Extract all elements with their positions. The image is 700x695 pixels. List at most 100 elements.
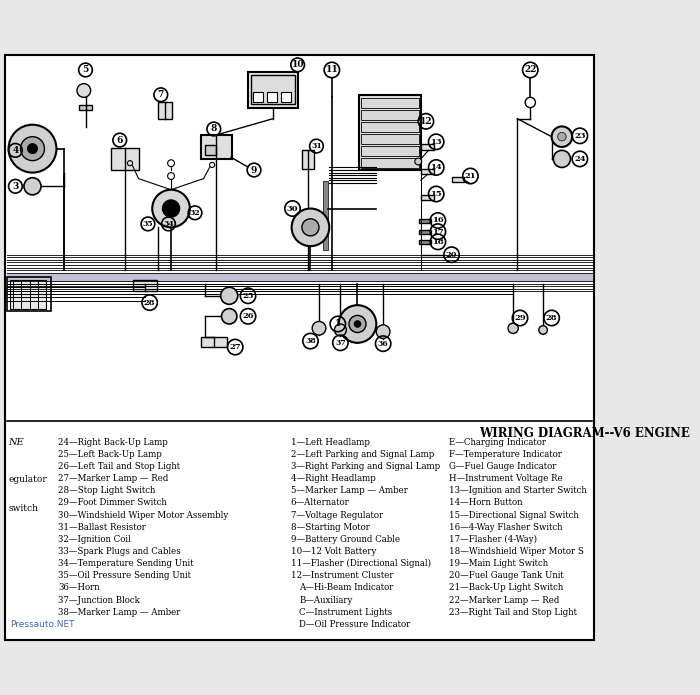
Bar	[201, 135, 232, 159]
Text: 21: 21	[465, 172, 476, 180]
Circle shape	[24, 178, 41, 195]
Text: 28—Stop Light Switch: 28—Stop Light Switch	[58, 486, 155, 496]
Text: 25—Left Back-Up Lamp: 25—Left Back-Up Lamp	[58, 450, 162, 459]
Text: 38: 38	[305, 337, 316, 345]
Text: 5—Marker Lamp — Amber: 5—Marker Lamp — Amber	[290, 486, 407, 496]
Circle shape	[335, 324, 346, 336]
Text: 20: 20	[446, 251, 457, 259]
Circle shape	[558, 133, 566, 141]
Circle shape	[162, 200, 180, 217]
Text: 13: 13	[430, 138, 442, 146]
Bar	[361, 98, 419, 108]
Text: 13—Ignition and Starter Switch: 13—Ignition and Starter Switch	[449, 486, 587, 496]
Text: 28: 28	[546, 314, 557, 322]
Text: 26—Left Tail and Stop Light: 26—Left Tail and Stop Light	[58, 462, 181, 471]
Text: 7: 7	[158, 90, 164, 99]
Bar	[111, 148, 139, 170]
Text: C—Instrument Lights: C—Instrument Lights	[300, 607, 393, 616]
Text: 3: 3	[12, 182, 19, 191]
Text: G—Fuel Gauge Indicator: G—Fuel Gauge Indicator	[449, 462, 556, 471]
Text: 10: 10	[291, 60, 304, 70]
Text: 3—Right Parking and Signal Lamp: 3—Right Parking and Signal Lamp	[290, 462, 440, 471]
Bar	[421, 169, 435, 174]
Bar	[7, 277, 51, 311]
Circle shape	[312, 321, 326, 335]
Text: 10—12 Volt Battery: 10—12 Volt Battery	[290, 547, 376, 556]
Bar	[201, 337, 227, 347]
Text: 17: 17	[432, 228, 444, 236]
Bar	[205, 145, 216, 156]
Circle shape	[377, 325, 390, 338]
Bar	[253, 92, 263, 102]
Text: 18: 18	[432, 238, 444, 246]
Bar	[361, 146, 419, 156]
Bar	[251, 75, 295, 104]
Bar	[359, 95, 421, 170]
Text: 21—Back-Up Light Switch: 21—Back-Up Light Switch	[449, 584, 564, 592]
Text: B—Auxiliary: B—Auxiliary	[300, 596, 353, 605]
Text: 16—4-Way Flasher Switch: 16—4-Way Flasher Switch	[449, 523, 563, 532]
Text: H—Instrument Voltage Re: H—Instrument Voltage Re	[449, 474, 563, 483]
Text: 25: 25	[242, 292, 254, 300]
Text: 8: 8	[211, 124, 217, 133]
Bar	[302, 150, 314, 169]
Text: 37: 37	[335, 338, 346, 347]
Text: 31—Ballast Resistor: 31—Ballast Resistor	[58, 523, 146, 532]
Text: 14: 14	[430, 163, 442, 172]
Text: 9—Battery Ground Cable: 9—Battery Ground Cable	[290, 535, 400, 544]
Text: 15—Directional Signal Switch: 15—Directional Signal Switch	[449, 511, 579, 520]
Text: NE: NE	[8, 438, 24, 447]
Text: F—Temperature Indicator: F—Temperature Indicator	[449, 450, 562, 459]
Text: 4—Right Headlamp: 4—Right Headlamp	[290, 474, 375, 483]
Text: 2—Left Parking and Signal Lamp: 2—Left Parking and Signal Lamp	[290, 450, 434, 459]
Text: 35—Oil Pressure Sending Unit: 35—Oil Pressure Sending Unit	[58, 571, 191, 580]
Circle shape	[302, 219, 319, 236]
Text: 7—Voltage Regulator: 7—Voltage Regulator	[290, 511, 383, 520]
Bar	[267, 92, 277, 102]
Circle shape	[539, 326, 547, 334]
Text: 27: 27	[230, 343, 241, 351]
Text: 33—Spark Plugs and Cables: 33—Spark Plugs and Cables	[58, 547, 181, 556]
Text: 14—Horn Button: 14—Horn Button	[449, 498, 522, 507]
Circle shape	[220, 287, 238, 304]
Bar	[361, 111, 419, 120]
Text: A—Hi-Beam Indicator: A—Hi-Beam Indicator	[300, 584, 393, 592]
Text: 34—Temperature Sending Unit: 34—Temperature Sending Unit	[58, 559, 194, 569]
Text: 8—Starting Motor: 8—Starting Motor	[290, 523, 370, 532]
Text: 11: 11	[326, 65, 338, 74]
Text: 31: 31	[311, 142, 322, 150]
Bar	[421, 195, 435, 200]
Text: 36: 36	[378, 340, 388, 348]
Bar	[158, 101, 172, 119]
Text: 29—Foot Dimmer Switch: 29—Foot Dimmer Switch	[58, 498, 167, 507]
Text: 4: 4	[13, 146, 18, 155]
Bar	[361, 158, 419, 168]
Circle shape	[77, 83, 91, 97]
Text: 38—Marker Lamp — Amber: 38—Marker Lamp — Amber	[58, 607, 181, 616]
Text: 34: 34	[163, 220, 174, 228]
Text: 29: 29	[514, 314, 526, 322]
Text: 1—Left Headlamp: 1—Left Headlamp	[290, 438, 370, 447]
Text: 16: 16	[432, 217, 444, 224]
Text: 20—Fuel Gauge Tank Unit: 20—Fuel Gauge Tank Unit	[449, 571, 564, 580]
Text: 24—Right Back-Up Lamp: 24—Right Back-Up Lamp	[58, 438, 168, 447]
Text: 6—Alternator: 6—Alternator	[290, 498, 349, 507]
Text: 24: 24	[574, 155, 586, 163]
Circle shape	[292, 208, 329, 246]
Text: 9: 9	[251, 165, 257, 174]
Circle shape	[553, 150, 570, 167]
Text: 26: 26	[242, 312, 254, 320]
Circle shape	[552, 126, 572, 147]
Bar	[419, 230, 431, 234]
Bar	[361, 122, 419, 133]
Text: 23—Right Tail and Stop Light: 23—Right Tail and Stop Light	[449, 607, 577, 616]
Bar	[132, 279, 157, 291]
Text: 15: 15	[430, 190, 442, 198]
Bar	[421, 144, 435, 150]
Text: 36—Horn: 36—Horn	[58, 584, 100, 592]
Bar	[419, 219, 431, 223]
Bar	[281, 92, 290, 102]
Circle shape	[8, 124, 57, 172]
Text: 22: 22	[524, 65, 536, 74]
Text: 18—Windshield Wiper Motor S: 18—Windshield Wiper Motor S	[449, 547, 584, 556]
